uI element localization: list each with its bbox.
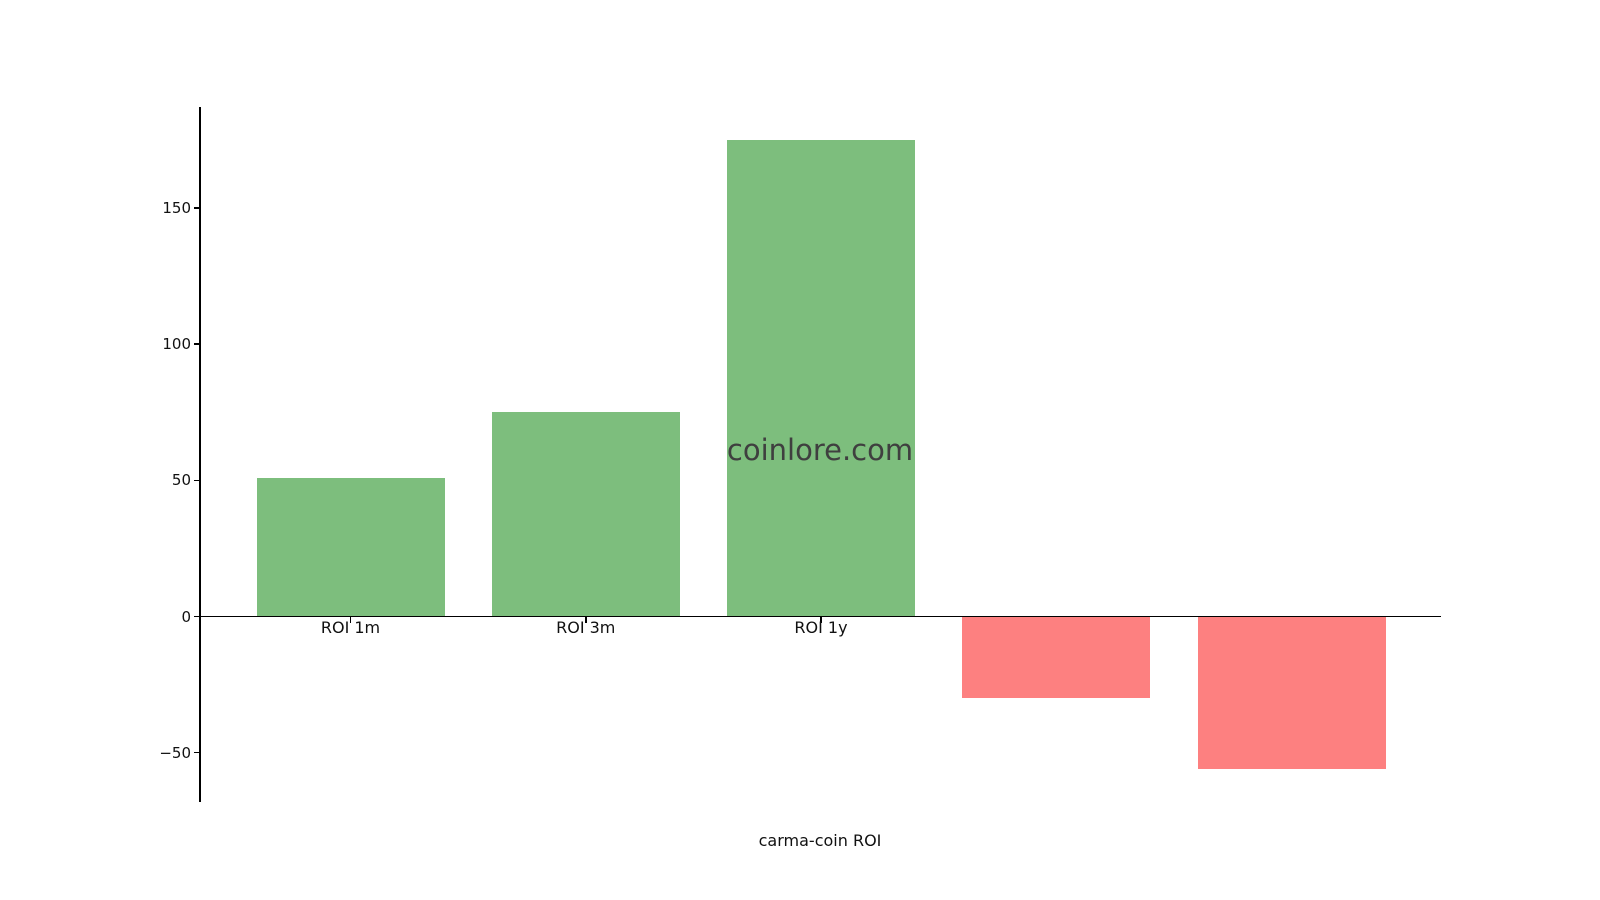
bar-roi-1y: [727, 139, 915, 617]
y-tick-label: −50: [159, 743, 191, 762]
x-tick-mark: [585, 616, 587, 623]
x-tick-mark: [1290, 616, 1293, 623]
x-tick-label: ROI 3m: [556, 617, 616, 637]
y-tick-label: 100: [162, 335, 191, 354]
bar-roi-1m: [256, 477, 445, 617]
watermark-text: coinlore.com: [726, 433, 914, 467]
x-tick-mark: [820, 616, 822, 623]
y-tick-label: 50: [171, 471, 191, 490]
bar-negative-4: [962, 616, 1151, 699]
y-axis-line: [199, 107, 201, 802]
chart-title: carma-coin ROI: [758, 831, 882, 850]
y-tick-label: 0: [181, 607, 191, 626]
bar-negative-5: [1197, 616, 1386, 770]
y-tick-label: 150: [162, 198, 191, 217]
x-axis-zero-line: [200, 615, 1441, 618]
x-tick-label: ROI 1y: [794, 617, 848, 637]
x-tick-mark: [1055, 616, 1057, 623]
x-tick-label: ROI 1m: [320, 617, 381, 637]
x-tick-mark: [349, 616, 352, 623]
